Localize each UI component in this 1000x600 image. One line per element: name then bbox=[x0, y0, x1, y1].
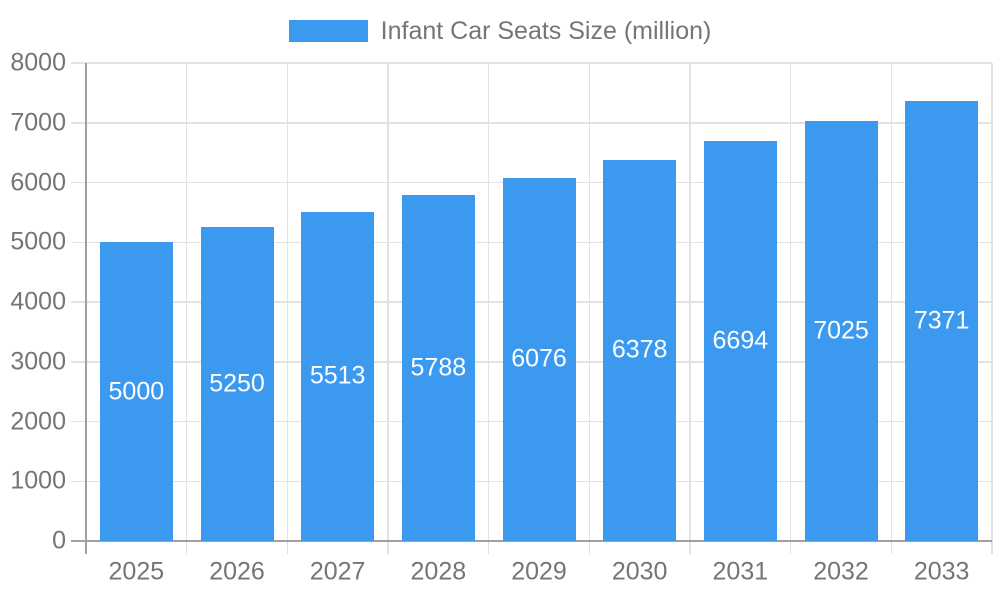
gridline-vertical bbox=[185, 63, 188, 554]
y-axis-tick-label: 8000 bbox=[10, 48, 66, 77]
bar-2032[interactable] bbox=[804, 121, 878, 541]
y-axis-tick-label: 4000 bbox=[10, 287, 66, 316]
gridline-vertical bbox=[588, 63, 591, 554]
legend[interactable]: Infant Car Seats Size (million) bbox=[0, 17, 1000, 45]
y-axis-tick-label: 1000 bbox=[10, 466, 66, 495]
bar-2026[interactable] bbox=[200, 227, 274, 541]
x-axis-tick-label: 2032 bbox=[813, 557, 869, 586]
x-axis-tick-label: 2031 bbox=[712, 557, 769, 586]
gridline-vertical bbox=[286, 63, 289, 554]
bar-2029[interactable] bbox=[502, 177, 576, 541]
x-axis-tick-label: 2025 bbox=[108, 557, 165, 586]
y-axis-tick-label: 7000 bbox=[10, 108, 66, 137]
gridline-vertical bbox=[890, 63, 893, 554]
gridline-horizontal bbox=[71, 122, 992, 124]
x-axis-tick-label: 2029 bbox=[511, 557, 567, 586]
y-axis-line bbox=[85, 63, 87, 554]
x-axis-tick-label: 2028 bbox=[410, 557, 467, 586]
bar-2031[interactable] bbox=[703, 141, 777, 541]
y-axis-tick-label: 2000 bbox=[10, 407, 66, 435]
plot-area: 0 1000 2000 3000 4000 5000 6000 7000 8000 5000 202… bbox=[10, 49, 993, 586]
gridline-vertical bbox=[487, 63, 490, 554]
gridline-vertical bbox=[789, 63, 792, 554]
x-axis-tick-label: 2033 bbox=[913, 557, 970, 586]
legend-label: Infant Car Seats Size (million) bbox=[380, 17, 712, 45]
gridline-vertical bbox=[387, 63, 389, 554]
x-axis-tick-label: 2030 bbox=[611, 557, 668, 586]
y-axis-tick-label: 5000 bbox=[10, 227, 66, 256]
gridline-vertical bbox=[991, 63, 993, 554]
x-axis-tick-label: 2027 bbox=[309, 557, 366, 586]
gridline-horizontal bbox=[71, 62, 992, 64]
bar-2025[interactable] bbox=[99, 242, 173, 541]
bar-2027[interactable] bbox=[301, 211, 375, 541]
bar-2030[interactable] bbox=[603, 159, 677, 541]
x-axis-line bbox=[71, 540, 992, 542]
gridline-vertical bbox=[689, 63, 691, 554]
y-axis-tick-label: 0 bbox=[52, 526, 66, 555]
x-axis-tick-label: 2026 bbox=[209, 557, 265, 586]
y-axis-tick-label: 3000 bbox=[10, 347, 66, 376]
bar-2033[interactable] bbox=[905, 100, 979, 541]
legend-swatch bbox=[288, 20, 368, 42]
y-axis-tick-label: 6000 bbox=[10, 168, 66, 196]
bar-2028[interactable] bbox=[401, 195, 475, 541]
